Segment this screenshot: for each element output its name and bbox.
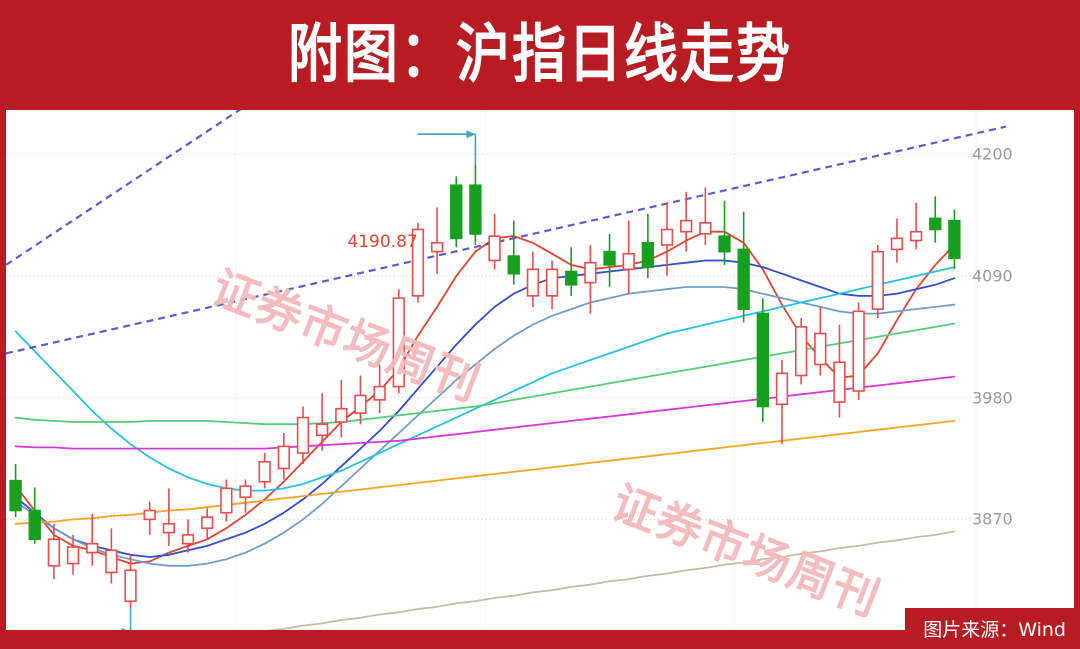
candlestick-chart	[6, 110, 1007, 630]
high-annotation-label: 4190.87	[347, 232, 418, 253]
source-label: 图片来源：Wind	[923, 619, 1066, 641]
y-axis-tick-label: 3980	[972, 388, 1013, 408]
footer-bar	[0, 630, 1080, 649]
y-axis-tick-label: 3870	[972, 509, 1013, 529]
header-banner: 附图：沪指日线走势	[0, 0, 1080, 110]
chart-panel: 证券市场周刊 证券市场周刊 4190.87 3815.84	[6, 110, 1074, 630]
y-axis-tick-label: 4090	[972, 266, 1013, 286]
source-tab: 图片来源：Wind	[905, 608, 1080, 649]
page-title: 附图：沪指日线走势	[288, 17, 792, 92]
y-axis-tick-label: 4200	[972, 144, 1013, 164]
